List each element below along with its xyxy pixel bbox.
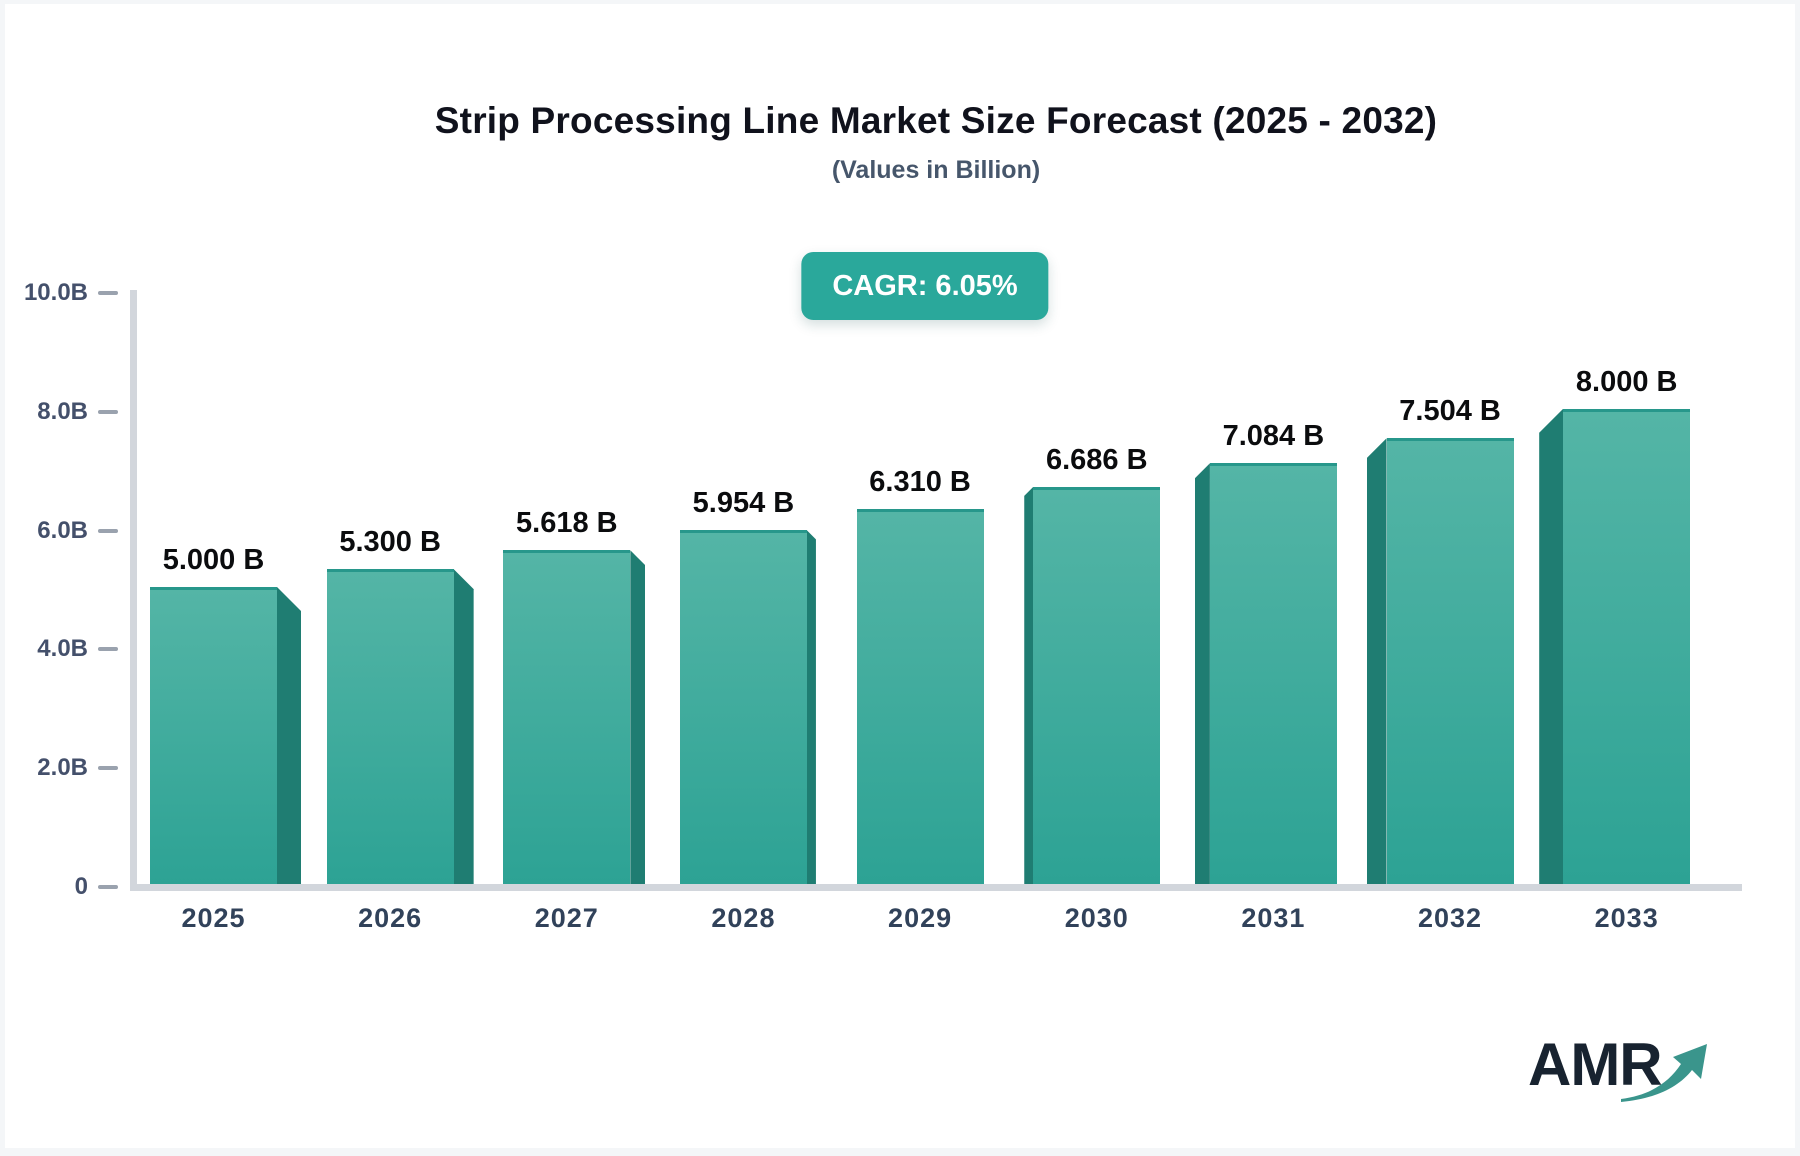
y-axis-tick xyxy=(98,528,118,533)
x-axis-label: 2030 xyxy=(1064,903,1129,933)
x-axis-label: 2029 xyxy=(888,903,953,933)
y-axis-tick-label: 10.0B xyxy=(23,279,88,306)
y-axis-line xyxy=(130,290,137,891)
bar-2033 xyxy=(1563,408,1691,890)
growth-arrow-icon xyxy=(1621,1044,1707,1102)
bar-2026 xyxy=(326,569,454,890)
y-axis-tick xyxy=(98,766,118,771)
chart-title: Strip Processing Line Market Size Foreca… xyxy=(434,100,1438,141)
x-axis-label: 2026 xyxy=(358,903,423,933)
y-axis-tick-label: 6.0B xyxy=(37,516,88,544)
y-axis-tick-label: 8.0B xyxy=(37,397,88,425)
bar-2028 xyxy=(679,530,807,890)
x-axis-label: 2033 xyxy=(1594,903,1659,933)
y-axis-tick xyxy=(98,885,118,889)
bar-3d-side xyxy=(806,530,816,890)
bar-2025 xyxy=(150,587,277,890)
x-axis-label: 2031 xyxy=(1241,903,1306,933)
bar-3d-side xyxy=(453,569,474,890)
bar-value-label: 7.084 B xyxy=(1222,420,1325,453)
bar-3d-side xyxy=(1194,463,1210,890)
bar-3d-side xyxy=(1024,486,1034,890)
y-axis-tick-label: 2.0B xyxy=(37,754,88,782)
x-axis-baseline xyxy=(130,884,1742,891)
x-axis-label: 2027 xyxy=(534,903,599,933)
bar-2031 xyxy=(1209,463,1337,890)
x-axis-label: 2025 xyxy=(181,903,246,933)
bar-2029 xyxy=(856,509,984,890)
bar-value-label: 7.504 B xyxy=(1399,395,1501,428)
bar-value-label: 6.686 B xyxy=(1045,443,1148,476)
bar-2032 xyxy=(1386,438,1514,890)
bar-3d-side xyxy=(1539,408,1564,890)
bar-value-label: 5.954 B xyxy=(692,487,795,520)
chart-subtitle: (Values in Billion) xyxy=(831,156,1041,184)
bar-3d-side xyxy=(277,587,301,890)
bar-value-label: 5.000 B xyxy=(162,544,265,576)
bar-value-label: 6.310 B xyxy=(869,466,971,499)
chart-header: Strip Processing Line Market Size Foreca… xyxy=(130,0,1742,185)
x-axis-label: 2028 xyxy=(711,903,776,933)
amr-logo-text: AMR xyxy=(1528,1031,1663,1098)
y-axis-tick-label: 0 xyxy=(74,873,88,900)
amr-logo: AMR xyxy=(1520,1028,1730,1114)
bar-value-label: 5.300 B xyxy=(339,526,441,559)
bar-3d-side xyxy=(1366,438,1387,890)
y-axis-tick-label: 4.0B xyxy=(37,635,88,663)
y-axis-tick xyxy=(98,409,118,414)
x-axis-label: 2032 xyxy=(1418,903,1483,933)
bar-2027 xyxy=(503,550,631,890)
bar-value-label: 5.618 B xyxy=(516,507,618,540)
cagr-badge: CAGR: 6.05% xyxy=(801,252,1049,320)
bar-3d-side xyxy=(630,550,646,890)
y-axis-tick xyxy=(98,647,118,652)
bar-2030 xyxy=(1033,486,1161,890)
y-axis-tick xyxy=(98,291,118,295)
bar-value-label: 8.000 B xyxy=(1575,365,1678,398)
